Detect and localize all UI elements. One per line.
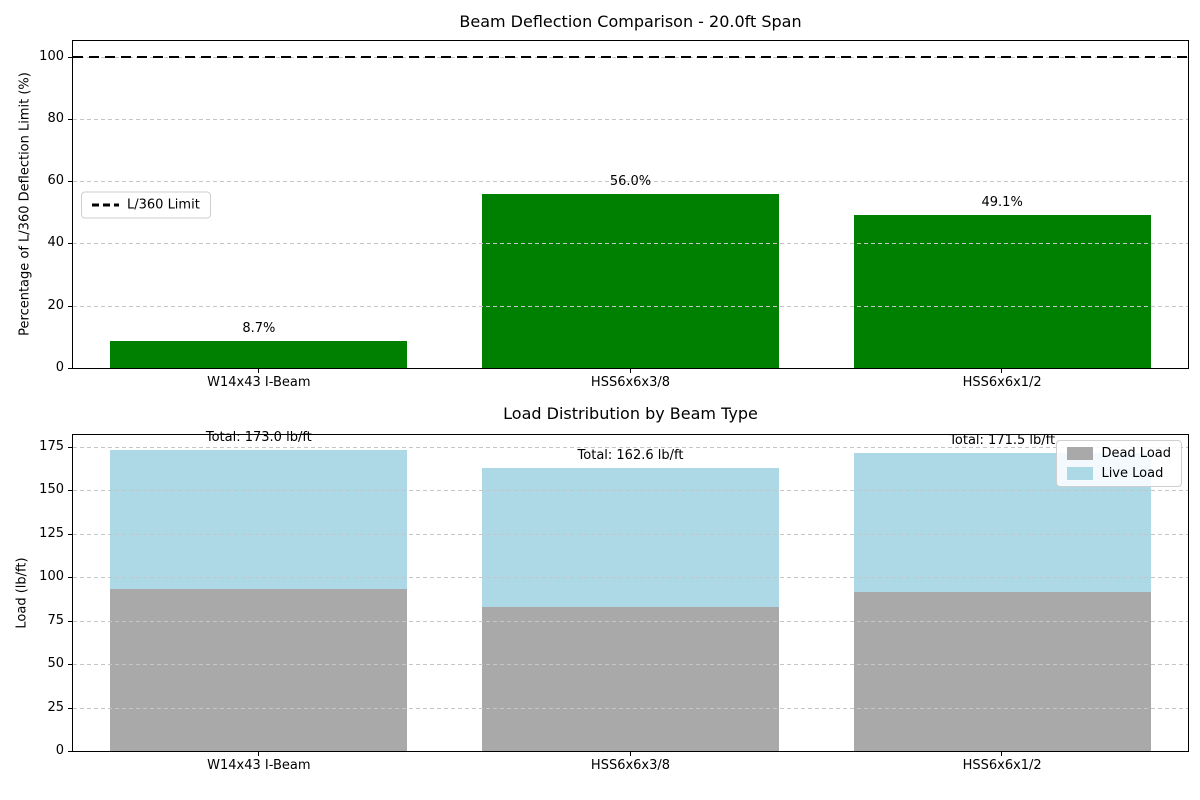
x-tick-mark <box>1001 752 1003 756</box>
hss6x6x1-2-bar <box>853 215 1151 368</box>
legend-label: Live Load <box>1101 466 1164 481</box>
y-gridline <box>73 118 1188 120</box>
y-tick-mark <box>68 751 72 752</box>
y-tick-mark <box>68 664 72 666</box>
y-gridline <box>73 620 1188 622</box>
y-tick-mark <box>68 56 72 58</box>
total-label: Total: 173.0 lb/ft <box>205 430 312 446</box>
dashed-line-swatch <box>92 203 119 206</box>
y-tick-label: 150 <box>39 482 64 498</box>
x-tick-label: W14x43 I-Beam <box>207 758 311 773</box>
live-load-swatch <box>1067 467 1094 480</box>
bar-value-label: 56.0% <box>609 173 652 189</box>
x-tick-label: HSS6x6x3/8 <box>590 375 671 390</box>
y-tick-mark <box>68 118 72 120</box>
legend-label: L/360 Limit <box>127 197 200 212</box>
x-tick-label: HSS6x6x3/8 <box>590 758 671 773</box>
y-tick-label: 80 <box>47 110 64 126</box>
y-tick-mark <box>68 243 72 245</box>
dead-load-bar-segment <box>481 607 780 751</box>
legend: Dead Load Live Load <box>1056 440 1182 487</box>
bar-value-label: 8.7% <box>242 320 276 336</box>
y-gridline <box>73 181 1188 183</box>
y-tick-label: 20 <box>47 297 64 313</box>
y-tick-label: 50 <box>47 656 64 672</box>
y-tick-mark <box>68 490 72 492</box>
y-tick-mark <box>68 446 72 448</box>
live-load-bar-segment <box>481 468 780 608</box>
dead-load-bar-segment <box>853 591 1151 751</box>
plot-area: 0 20 40 60 80 100 W14x43 I-Beam HSS6x6x3/8 HSS6x… <box>39 40 1189 390</box>
legend-entry: Live Load <box>1067 466 1171 481</box>
total-label: Total: 162.6 lb/ft <box>577 448 684 464</box>
hss6x6x3-8-bar <box>481 193 780 368</box>
legend-label: Dead Load <box>1101 446 1171 461</box>
y-gridline <box>73 446 1188 448</box>
chart-title: Beam Deflection Comparison - 20.0ft Span <box>459 12 802 31</box>
x-tick-mark <box>257 752 259 756</box>
y-gridline <box>73 243 1188 245</box>
x-tick-label: W14x43 I-Beam <box>207 375 311 390</box>
legend-entry: Dead Load <box>1067 446 1171 461</box>
y-gridline <box>73 707 1188 709</box>
x-tick-mark <box>629 369 631 373</box>
y-tick-label: 100 <box>39 569 64 585</box>
y-tick-mark <box>68 577 72 579</box>
w14x43-i-beam-bar <box>110 340 408 368</box>
live-load-bar-segment <box>110 450 408 590</box>
y-tick-mark <box>68 181 72 183</box>
limit-line <box>73 55 1188 58</box>
y-gridline <box>73 305 1188 307</box>
y-tick-mark <box>68 368 72 369</box>
y-tick-mark <box>68 305 72 307</box>
y-tick-mark <box>68 620 72 622</box>
x-tick-label: HSS6x6x1/2 <box>962 758 1042 773</box>
x-tick-mark <box>257 369 259 373</box>
plot-area: 0 25 50 75 100 125 150 175 W14x43 I-Beam HSS6x6x3… <box>39 430 1189 773</box>
legend-entry: L/360 Limit <box>92 197 200 212</box>
bar-value-label: 49.1% <box>981 195 1023 211</box>
y-tick-label: 0 <box>55 360 64 375</box>
y-gridline <box>73 577 1188 579</box>
x-tick-mark <box>629 752 631 756</box>
y-tick-label: 175 <box>39 438 64 454</box>
y-tick-label: 100 <box>39 48 64 64</box>
y-gridline <box>73 490 1188 492</box>
total-label: Total: 171.5 lb/ft <box>949 432 1056 448</box>
y-gridline <box>73 533 1188 535</box>
y-tick-label: 125 <box>39 525 64 541</box>
y-tick-label: 75 <box>47 612 64 628</box>
y-tick-label: 60 <box>47 173 64 189</box>
y-tick-mark <box>68 707 72 709</box>
y-tick-label: 0 <box>55 743 64 758</box>
x-tick-label: HSS6x6x1/2 <box>962 375 1042 390</box>
chart-title: Load Distribution by Beam Type <box>503 404 758 423</box>
y-gridline <box>73 664 1188 666</box>
legend: L/360 Limit <box>81 191 211 218</box>
x-tick-mark <box>1001 369 1003 373</box>
y-tick-label: 40 <box>47 235 64 251</box>
dead-load-swatch <box>1067 447 1094 460</box>
y-tick-mark <box>68 533 72 535</box>
dead-load-bar-segment <box>110 589 408 751</box>
y-tick-label: 25 <box>47 699 64 715</box>
